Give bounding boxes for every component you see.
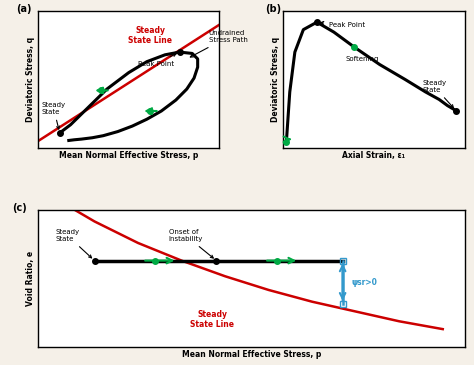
Text: Steady
State Line: Steady State Line <box>128 26 173 45</box>
Text: (a): (a) <box>16 4 32 14</box>
Text: Softening: Softening <box>346 56 379 62</box>
X-axis label: Axial Strain, ε₁: Axial Strain, ε₁ <box>342 151 405 160</box>
Text: (c): (c) <box>12 203 27 213</box>
Text: Steady
State Line: Steady State Line <box>190 310 234 329</box>
Text: Undrained
Stress Path: Undrained Stress Path <box>191 30 247 57</box>
Text: (b): (b) <box>265 4 281 14</box>
Text: Steady
State: Steady State <box>422 80 453 108</box>
Y-axis label: Deviatoric Stress, q: Deviatoric Stress, q <box>26 37 35 122</box>
Text: Onset of
Instability: Onset of Instability <box>169 229 213 258</box>
X-axis label: Mean Normal Effective Stress, p: Mean Normal Effective Stress, p <box>182 350 321 358</box>
Text: Steady
State: Steady State <box>42 102 66 129</box>
Text: Steady
State: Steady State <box>55 229 91 258</box>
X-axis label: Mean Normal Effective Stress, p: Mean Normal Effective Stress, p <box>59 151 199 160</box>
Y-axis label: Void Ratio, e: Void Ratio, e <box>26 251 35 306</box>
Text: Peak Point: Peak Point <box>321 22 365 28</box>
Y-axis label: Deviatoric Stress, q: Deviatoric Stress, q <box>271 37 280 122</box>
Text: Peak Point: Peak Point <box>138 54 176 67</box>
Text: ψsr>0: ψsr>0 <box>351 278 377 287</box>
